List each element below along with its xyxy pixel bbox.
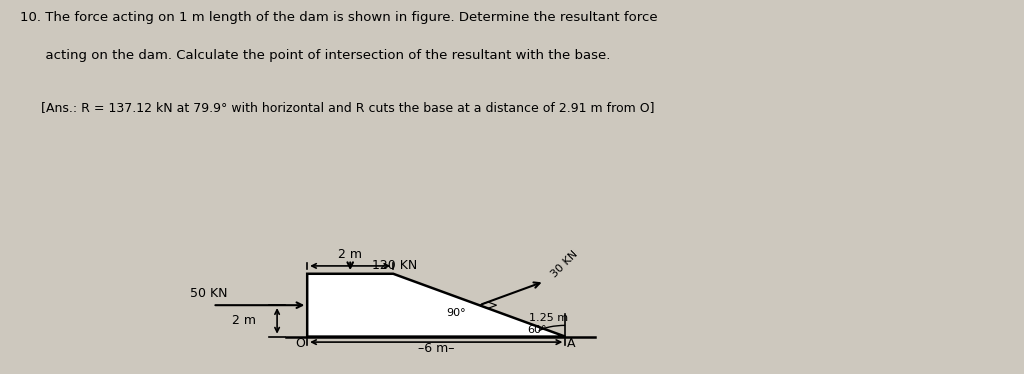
Text: acting on the dam. Calculate the point of intersection of the resultant with the: acting on the dam. Calculate the point o… <box>20 49 611 62</box>
Text: A: A <box>567 337 575 350</box>
Text: [Ans.: R = 137.12 kN at 79.9° with horizontal and R cuts the base at a distance : [Ans.: R = 137.12 kN at 79.9° with horiz… <box>41 101 654 114</box>
Text: 50 KN: 50 KN <box>189 288 227 300</box>
Text: 1.25 m: 1.25 m <box>528 313 568 323</box>
Text: 2 m: 2 m <box>338 248 362 261</box>
Text: 30 KN: 30 KN <box>550 249 580 279</box>
Text: 90°: 90° <box>446 308 466 318</box>
Text: 10. The force acting on 1 m length of the dam is shown in figure. Determine the : 10. The force acting on 1 m length of th… <box>20 11 658 24</box>
Text: O: O <box>295 337 305 350</box>
Text: 120 KN: 120 KN <box>372 259 417 272</box>
Text: –6 m–: –6 m– <box>418 342 455 355</box>
Polygon shape <box>307 274 565 337</box>
Text: 2 m: 2 m <box>231 315 256 327</box>
Text: 60°: 60° <box>527 325 547 334</box>
